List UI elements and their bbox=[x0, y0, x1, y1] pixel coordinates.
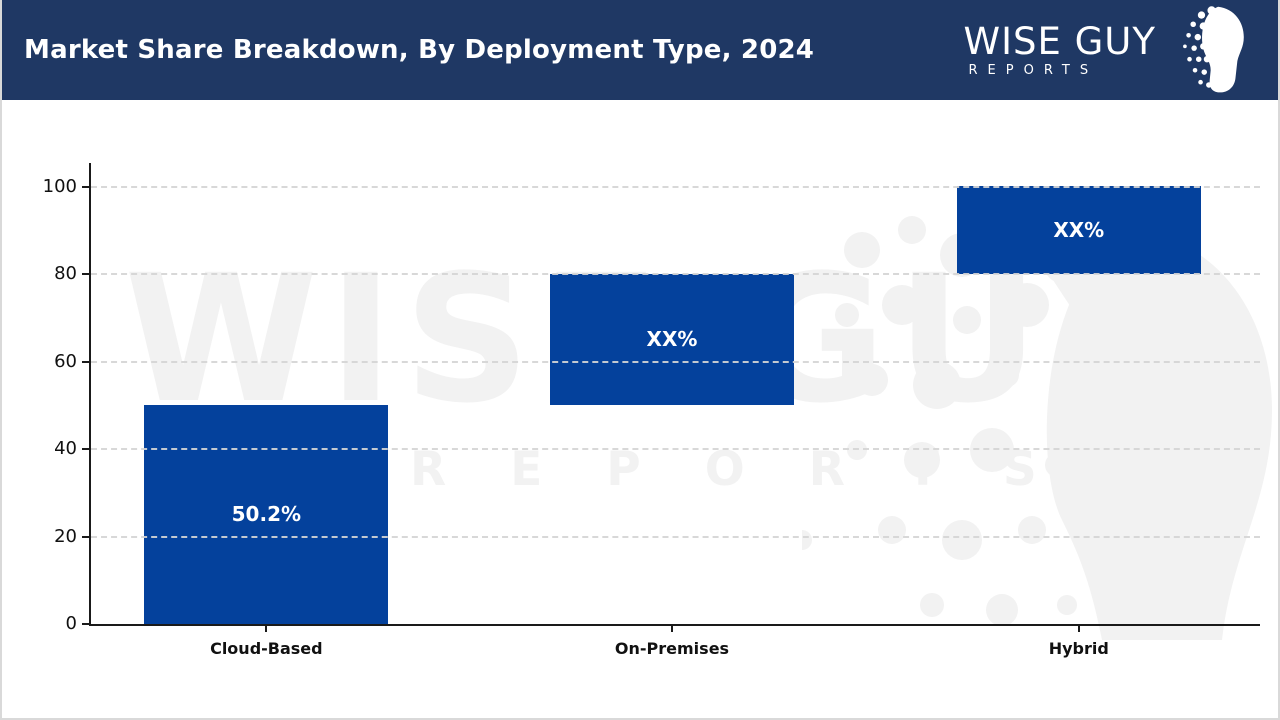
y-tick-label-20: 20 bbox=[54, 525, 77, 547]
brand-logo-text: WISE GUY REPORTS bbox=[964, 23, 1156, 78]
x-tick-mark-2 bbox=[670, 624, 673, 632]
y-tick-mark-20 bbox=[82, 535, 90, 538]
gridline-60 bbox=[91, 360, 1260, 363]
bar-value-label: 50.2% bbox=[231, 502, 302, 527]
face-profile-logo-icon bbox=[1183, 6, 1244, 93]
gridline-40 bbox=[91, 448, 1260, 451]
page-title: Market Share Breakdown, By Deployment Ty… bbox=[24, 35, 815, 65]
bar-value-label: XX% bbox=[646, 327, 698, 352]
y-tick-mark-100 bbox=[82, 186, 90, 188]
y-tick-label-100: 100 bbox=[42, 176, 77, 197]
brand-name: WISE GUY bbox=[963, 19, 1156, 63]
y-axis-line bbox=[89, 163, 91, 624]
bar-on-premises: XX% bbox=[549, 273, 794, 405]
bar-value-label: XX% bbox=[1053, 217, 1105, 242]
x-tick-label-3: Hybrid bbox=[1048, 639, 1109, 658]
y-tick-mark-80 bbox=[82, 273, 90, 276]
y-tick-label-60: 60 bbox=[54, 350, 77, 372]
brand-subname: REPORTS bbox=[968, 62, 1099, 78]
y-tick-label-80: 80 bbox=[54, 263, 77, 285]
y-tick-mark-0 bbox=[82, 623, 90, 625]
chart-plot-area: 0 20 40 60 80 100 50.2% XX% XX% Cloud-Based On-P… bbox=[43, 163, 1260, 658]
brand-logo: WISE GUY REPORTS bbox=[964, 4, 1256, 96]
x-tick-mark-3 bbox=[1077, 624, 1080, 632]
y-tick-label-0: 0 bbox=[65, 613, 77, 634]
gridline-100 bbox=[91, 186, 1260, 188]
bar-cloud-based: 50.2% bbox=[144, 404, 389, 624]
x-tick-label-1: Cloud-Based bbox=[210, 639, 323, 658]
gridline-20 bbox=[91, 535, 1260, 538]
header-bar: Market Share Breakdown, By Deployment Ty… bbox=[2, 0, 1278, 100]
x-tick-label-2: On-Premises bbox=[614, 639, 730, 658]
x-axis-line bbox=[89, 624, 1260, 626]
x-tick-mark-1 bbox=[265, 624, 268, 632]
y-tick-label-40: 40 bbox=[54, 438, 77, 460]
bar-hybrid: XX% bbox=[956, 186, 1201, 274]
y-tick-mark-60 bbox=[82, 360, 90, 363]
y-tick-mark-40 bbox=[82, 448, 90, 451]
gridline-80 bbox=[91, 273, 1260, 276]
